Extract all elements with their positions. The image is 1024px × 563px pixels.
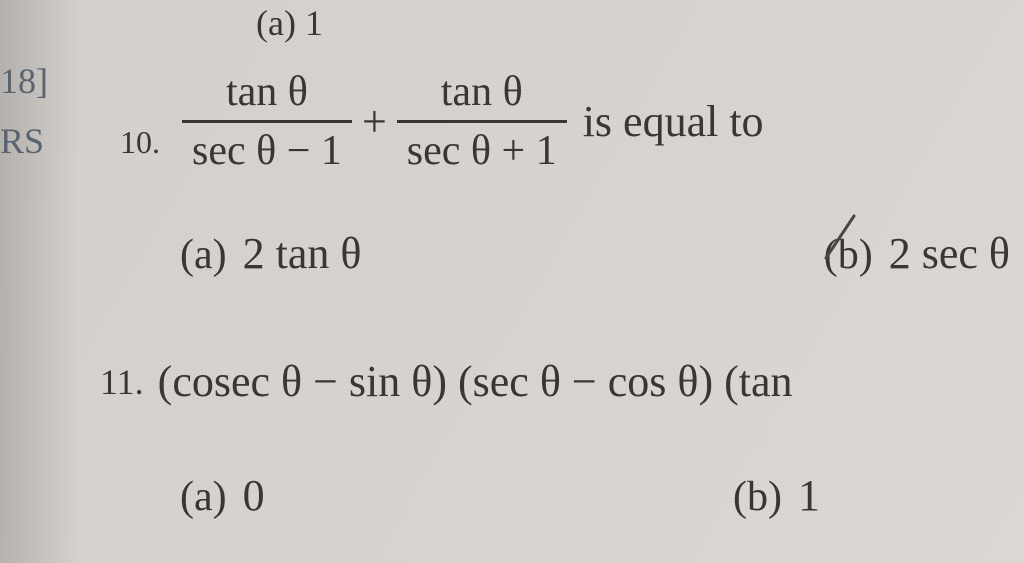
q10-tail-text: is equal to <box>583 96 764 147</box>
q11-option-a-text: 0 <box>243 470 265 521</box>
question-10: 10. tan θ sec θ − 1 + tan θ sec θ + 1 is… <box>120 64 764 179</box>
question-11-number: 11. <box>100 361 144 403</box>
q10-option-a-text: 2 tan θ <box>243 228 362 279</box>
question-10-options: (a) 2 tan θ (b) 2 sec θ <box>180 228 1010 279</box>
q10-plus: + <box>362 96 387 147</box>
q10-option-b: (b) 2 sec θ <box>824 228 1010 279</box>
question-11-options: (a) 0 (b) 1 <box>180 470 820 521</box>
q10-fraction-2: tan θ sec θ + 1 <box>397 64 567 179</box>
q10-option-b-label: (b) <box>824 231 873 279</box>
question-10-number: 10. <box>120 124 160 179</box>
q10-frac2-numerator: tan θ <box>431 64 533 120</box>
question-11: 11. (cosec θ − sin θ) (sec θ − cos θ) (t… <box>100 356 793 407</box>
margin-marker-18: 18] <box>0 60 48 102</box>
q10-option-a-label: (a) <box>180 231 227 279</box>
q10-option-b-text: 2 sec θ <box>889 228 1010 279</box>
q11-option-b: (b) 1 <box>733 470 820 521</box>
q10-option-a: (a) 2 tan θ <box>180 228 361 279</box>
previous-question-option: (a) 1 <box>256 2 323 44</box>
q10-frac2-denominator: sec θ + 1 <box>397 123 567 179</box>
margin-marker-rs: RS <box>0 120 44 162</box>
q11-expression: (cosec θ − sin θ) (sec θ − cos θ) (tan <box>158 356 793 407</box>
q10-fraction-1: tan θ sec θ − 1 <box>182 64 352 179</box>
q11-option-b-label: (b) <box>733 473 782 521</box>
q10-frac1-denominator: sec θ − 1 <box>182 123 352 179</box>
q10-frac1-numerator: tan θ <box>216 64 318 120</box>
q11-option-a: (a) 0 <box>180 470 265 521</box>
q11-option-a-label: (a) <box>180 473 227 521</box>
q11-option-b-text: 1 <box>798 470 820 521</box>
